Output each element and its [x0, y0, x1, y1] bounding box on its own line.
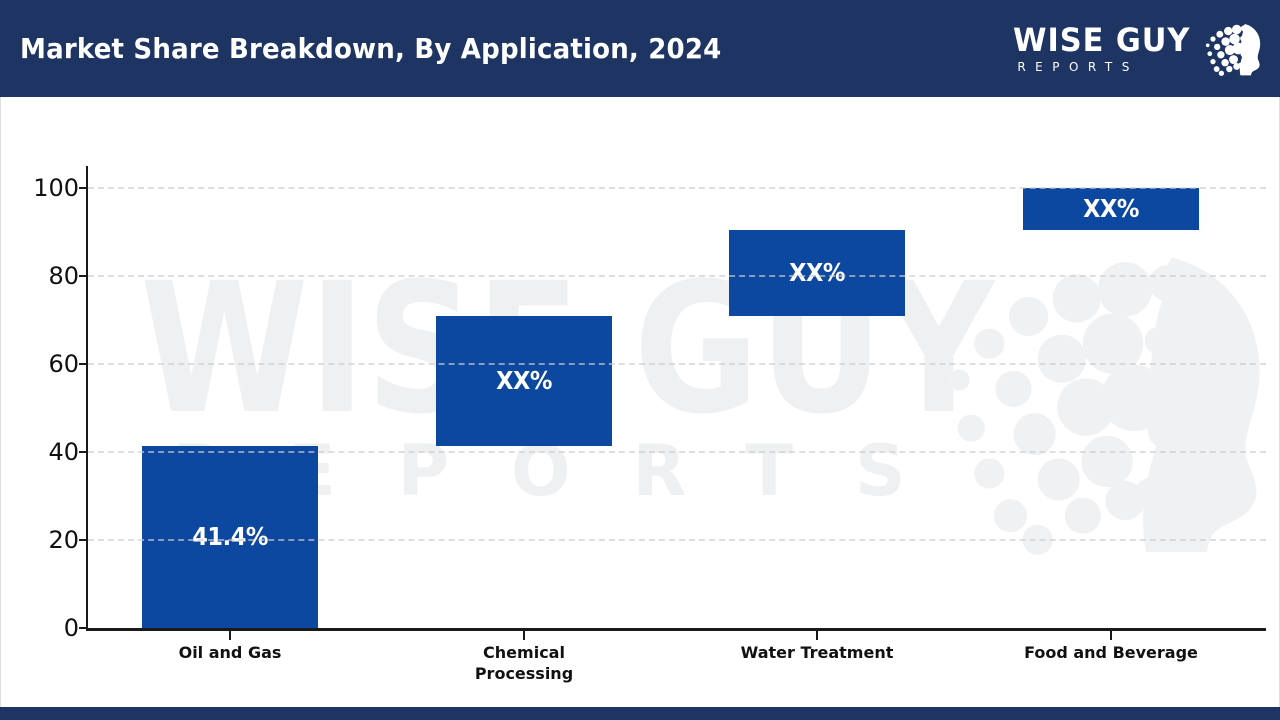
gridline-40: [88, 451, 1266, 453]
x-axis-spine: [86, 628, 1266, 631]
x-axis-tick: [523, 631, 525, 640]
x-axis-category-label: Food and Beverage: [1024, 643, 1198, 662]
brand-logo: WISE GUY REPORTS: [1013, 11, 1262, 87]
x-axis-tick: [1110, 631, 1112, 640]
y-axis-tick: [79, 187, 88, 189]
wiseguy-head-logo-icon: [1205, 23, 1261, 76]
y-axis-tick: [79, 275, 88, 277]
bar-oil-and-gas: 41.4%: [142, 445, 318, 628]
x-axis-category-label: Chemical Processing: [474, 643, 574, 683]
x-axis-tick: [816, 631, 818, 640]
header-bar: Market Share Breakdown, By Application, …: [0, 0, 1280, 97]
gridline-20: [88, 539, 1266, 541]
brand-subtitle: REPORTS: [1017, 60, 1139, 74]
gridline-80: [88, 275, 1266, 277]
y-axis-tick-label: 40: [48, 438, 79, 466]
bar-value-label: XX%: [789, 258, 845, 288]
brand-name: WISE GUY: [1013, 21, 1191, 59]
y-axis-tick-label: 100: [33, 174, 79, 202]
x-axis-category-label: Oil and Gas: [178, 643, 282, 662]
bar-chemical-processing: XX%: [436, 315, 612, 446]
x-axis-tick: [229, 631, 231, 640]
y-axis-tick-label: 0: [63, 614, 79, 642]
brand-logo-text: WISE GUY REPORTS: [1013, 24, 1200, 73]
bar-value-label: 41.4%: [192, 522, 268, 552]
y-axis-spine: [86, 166, 88, 631]
bar-water-treatment: XX%: [729, 229, 905, 316]
x-axis-category-label: Water Treatment: [740, 643, 894, 662]
y-axis-tick-label: 80: [48, 262, 79, 290]
footer-bar: [0, 707, 1280, 720]
y-axis-tick: [79, 363, 88, 365]
page-title: Market Share Breakdown, By Application, …: [20, 32, 722, 65]
y-axis-tick: [79, 451, 88, 453]
y-axis-tick-label: 60: [48, 350, 79, 378]
bar-food-and-beverage: XX%: [1023, 188, 1199, 230]
bar-value-label: XX%: [496, 366, 552, 396]
y-axis-tick-label: 20: [48, 526, 79, 554]
y-axis-tick: [79, 539, 88, 541]
wiseguy-head-watermark-icon: [948, 257, 1260, 555]
y-axis-tick: [79, 627, 88, 629]
bar-value-label: XX%: [1083, 194, 1139, 224]
gridline-100: [88, 187, 1266, 189]
gridline-60: [88, 363, 1266, 365]
